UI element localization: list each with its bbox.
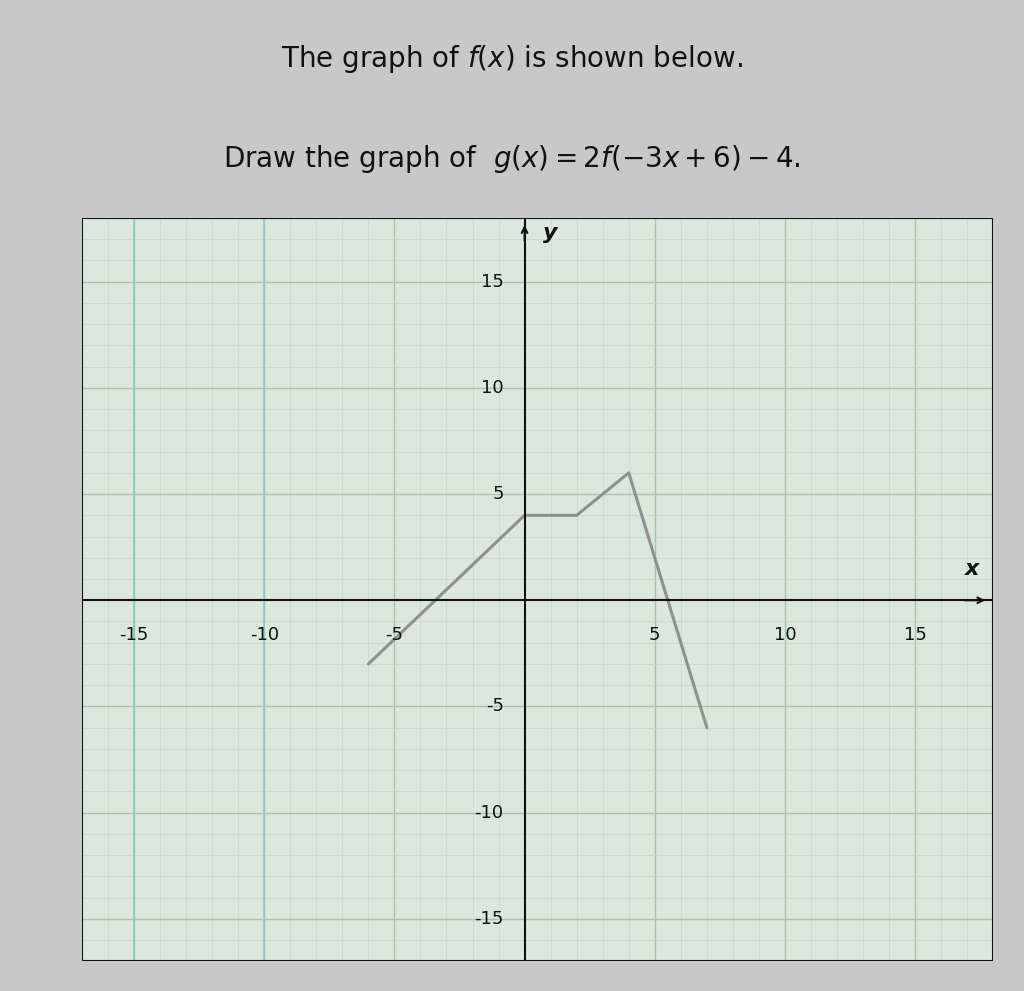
Text: 5: 5 [649,625,660,644]
Text: 10: 10 [774,625,797,644]
Text: x: x [966,559,980,579]
Text: Draw the graph of  $g(x)=2f(-3x+6)-4$.: Draw the graph of $g(x)=2f(-3x+6)-4$. [223,143,801,174]
Text: The graph of $f(x)$ is shown below.: The graph of $f(x)$ is shown below. [281,44,743,75]
Text: -15: -15 [474,910,504,928]
Text: 15: 15 [904,625,927,644]
Text: 5: 5 [493,485,504,503]
Text: -10: -10 [475,804,504,822]
Text: -15: -15 [120,625,148,644]
Text: y: y [544,223,558,243]
Text: -5: -5 [385,625,403,644]
Text: -5: -5 [485,698,504,716]
Text: 10: 10 [481,379,504,397]
Text: -10: -10 [250,625,279,644]
Text: 15: 15 [481,273,504,290]
